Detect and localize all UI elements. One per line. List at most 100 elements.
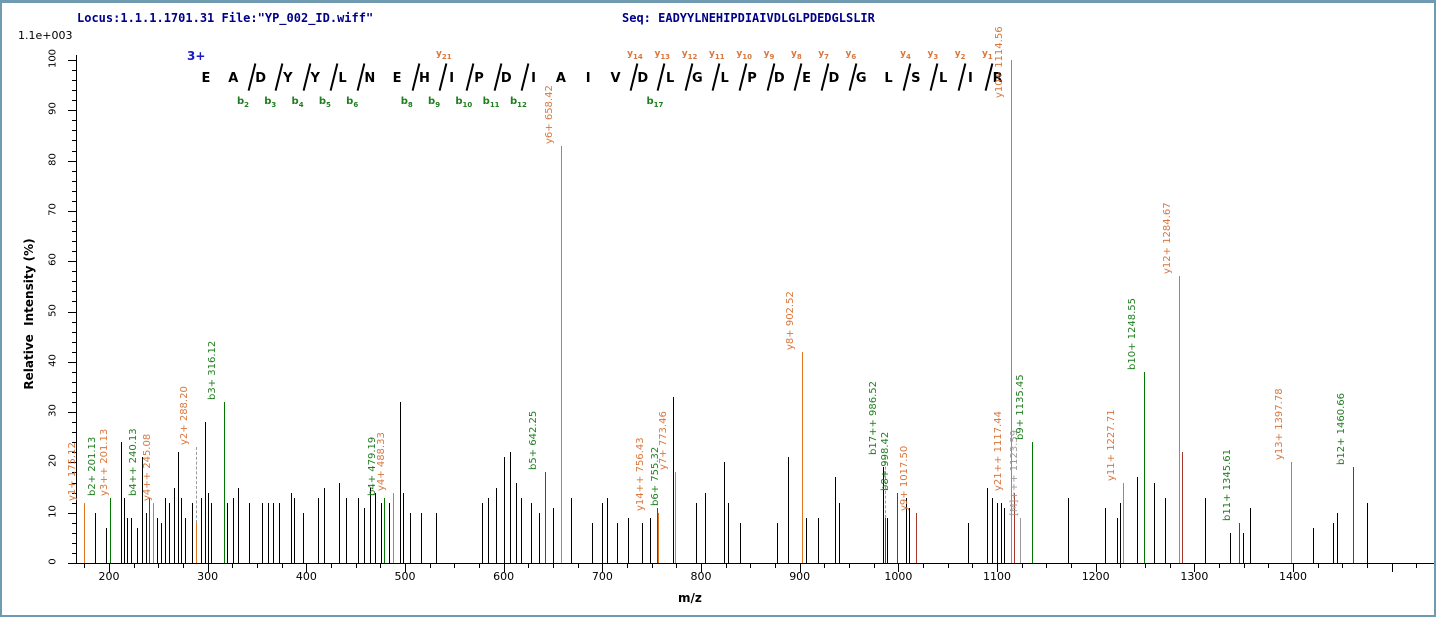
x-minor-tick	[84, 564, 86, 568]
y-minor-tick	[72, 482, 76, 484]
header-sequence: Seq: EADYYLNEHIPDIAIVDLGLPDEDGLSLIR	[622, 11, 875, 25]
y-tick-label: 50	[47, 303, 59, 317]
x-minor-tick	[1145, 564, 1147, 568]
labeled-peak-line	[656, 507, 658, 563]
peak-line	[120, 442, 122, 563]
b-ion-marker: b11	[482, 96, 500, 109]
y-minor-tick	[72, 371, 76, 373]
labeled-peak-line	[545, 472, 547, 563]
y-minor-tick	[72, 130, 76, 132]
peak-line	[1164, 497, 1166, 563]
peak-line	[174, 487, 176, 563]
y-axis-title: Relative Intensity (%)	[22, 238, 36, 390]
x-minor-tick	[1219, 564, 1221, 568]
y-ion-marker: y10	[736, 49, 752, 61]
x-minor-tick	[380, 564, 382, 568]
peak-line	[495, 487, 497, 563]
x-tick-label: 900	[789, 570, 811, 583]
y-ion-marker: y7	[818, 49, 829, 61]
peak-line	[278, 502, 280, 563]
y-minor-tick	[72, 522, 76, 524]
peak-line	[227, 502, 229, 563]
y-minor-tick	[72, 432, 76, 434]
peak-label: y3++ 201.13	[99, 428, 111, 496]
y-minor-tick	[72, 180, 76, 182]
peak-line	[169, 502, 171, 563]
peak-label: b17++ 986.52	[868, 381, 880, 456]
y-minor-tick	[72, 381, 76, 383]
labeled-peak-line	[110, 497, 112, 563]
y-tick-label: 30	[47, 404, 59, 417]
labeled-peak-line	[1123, 482, 1125, 563]
peak-line	[181, 497, 183, 563]
x-major-tick	[306, 564, 308, 572]
peak-line	[1104, 507, 1106, 563]
peak-line	[592, 522, 594, 563]
peak-line	[1367, 502, 1369, 563]
peak-line	[381, 502, 383, 563]
y-minor-tick	[72, 70, 76, 72]
x-major-tick	[1194, 564, 1196, 572]
peak-line	[1120, 502, 1122, 563]
peak-label: y11+ 1227.71	[1106, 408, 1118, 481]
peak-line	[1153, 482, 1155, 563]
peak-line	[207, 492, 209, 563]
y-ion-marker: y12	[681, 49, 698, 61]
sequence-residue: E	[802, 71, 812, 86]
peak-line	[146, 512, 148, 563]
peak-line	[805, 517, 807, 563]
y-major-tick	[68, 412, 76, 414]
x-minor-tick	[232, 564, 234, 568]
labeled-peak-line	[1011, 60, 1013, 563]
peak-line	[787, 457, 789, 563]
peak-line	[363, 507, 365, 563]
y-minor-tick	[72, 532, 76, 534]
x-minor-tick	[1416, 564, 1418, 568]
sequence-residue: V	[610, 71, 621, 86]
sequence-residue: R	[992, 71, 1003, 86]
labeled-peak-line	[896, 492, 898, 563]
peak-line	[617, 522, 619, 563]
x-minor-tick	[1243, 564, 1245, 568]
sequence-residue: L	[665, 71, 675, 86]
x-major-tick	[109, 564, 110, 572]
peak-line	[509, 452, 511, 563]
peak-line	[184, 517, 186, 563]
x-minor-tick	[1367, 564, 1369, 568]
y-tick-label: 0	[47, 558, 59, 565]
y-minor-tick	[72, 241, 76, 243]
y-ion-marker: y2	[954, 49, 966, 61]
labeled-peak-line	[885, 517, 887, 563]
y-major-tick	[68, 261, 76, 263]
y-ion-marker: y13	[654, 49, 671, 61]
peak-line	[539, 512, 541, 563]
b-ion-marker: b5	[318, 96, 331, 109]
y-minor-tick	[72, 100, 76, 102]
labeled-peak-line	[393, 492, 395, 563]
peak-line	[1117, 517, 1119, 563]
peak-line	[776, 522, 778, 563]
x-tick-label: 1200	[1081, 570, 1110, 583]
peak-line	[696, 502, 698, 563]
peak-line	[272, 502, 274, 563]
peak-line	[553, 507, 554, 563]
peak-line	[1181, 452, 1183, 563]
sequence-residue: A	[228, 71, 239, 86]
peak-line	[886, 517, 888, 563]
x-minor-tick	[133, 564, 135, 568]
labeled-peak-line	[674, 472, 676, 563]
sequence-residue: I	[449, 71, 455, 86]
peak-label: b4++ 240.13	[127, 427, 139, 496]
peak-line	[673, 397, 675, 563]
peak-line	[400, 402, 402, 563]
sequence-residue: I	[967, 71, 973, 86]
peak-label: b12+ 1460.66	[1335, 393, 1347, 466]
peak-line	[435, 512, 437, 563]
labeled-peak-line	[1352, 467, 1354, 563]
peak-line	[882, 467, 884, 563]
peak-line	[503, 457, 505, 563]
y-tick-label: 80	[47, 152, 59, 166]
y-minor-tick	[72, 170, 76, 172]
peak-line	[165, 497, 167, 563]
peak-line	[123, 497, 125, 563]
